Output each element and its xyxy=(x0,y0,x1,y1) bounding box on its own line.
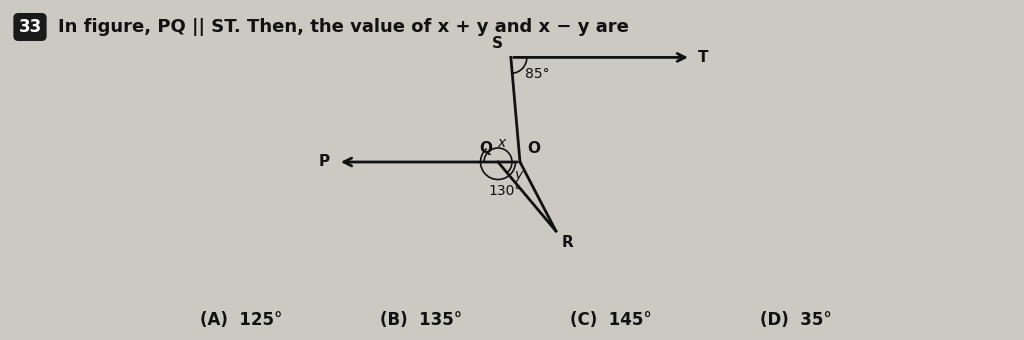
Text: R: R xyxy=(562,235,573,250)
Text: y: y xyxy=(514,168,522,182)
Text: (A)  125°: (A) 125° xyxy=(200,311,283,329)
Text: 130°: 130° xyxy=(488,184,521,198)
Text: x: x xyxy=(498,136,506,150)
Text: Q: Q xyxy=(479,141,492,156)
Text: (B)  135°: (B) 135° xyxy=(380,311,462,329)
Text: (C)  145°: (C) 145° xyxy=(570,311,651,329)
Text: O: O xyxy=(527,141,540,156)
Text: 33: 33 xyxy=(18,18,42,36)
Text: (D)  35°: (D) 35° xyxy=(760,311,831,329)
Text: T: T xyxy=(697,50,709,65)
Text: 85°: 85° xyxy=(525,67,550,81)
Text: P: P xyxy=(318,154,330,170)
Text: S: S xyxy=(492,36,503,51)
Text: In figure, PQ || ST. Then, the value of x + y and x − y are: In figure, PQ || ST. Then, the value of … xyxy=(58,18,629,36)
